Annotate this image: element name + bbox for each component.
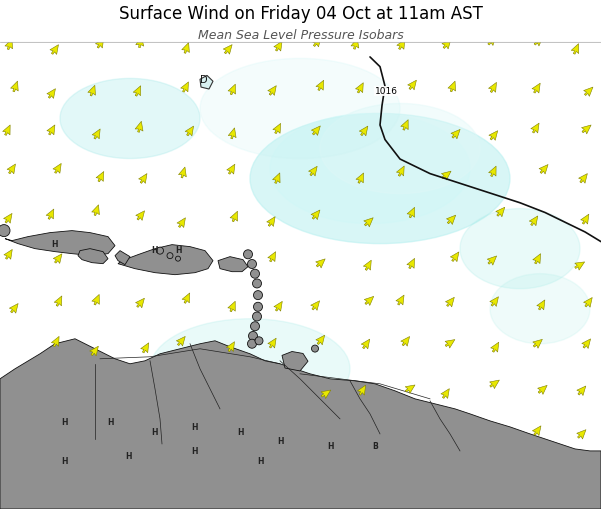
- Text: H: H: [151, 245, 158, 254]
- Circle shape: [252, 279, 261, 289]
- Circle shape: [248, 332, 257, 341]
- Text: Surface Wind on Friday 04 Oct at 11am AST: Surface Wind on Friday 04 Oct at 11am AS…: [118, 5, 483, 23]
- Polygon shape: [218, 257, 248, 272]
- Text: 1016: 1016: [374, 87, 397, 96]
- Text: H: H: [192, 422, 198, 431]
- Ellipse shape: [250, 114, 510, 244]
- Polygon shape: [282, 352, 308, 371]
- Circle shape: [0, 225, 10, 237]
- Text: H: H: [62, 456, 69, 465]
- Text: H: H: [125, 451, 131, 460]
- Ellipse shape: [490, 274, 590, 344]
- Circle shape: [248, 260, 257, 269]
- Circle shape: [252, 313, 261, 321]
- Ellipse shape: [150, 319, 350, 419]
- Text: B: B: [372, 441, 378, 450]
- Circle shape: [251, 322, 260, 331]
- Text: H: H: [276, 437, 283, 445]
- Text: H: H: [62, 417, 69, 426]
- Polygon shape: [78, 249, 108, 264]
- Circle shape: [243, 250, 252, 259]
- Text: H: H: [151, 427, 158, 436]
- Ellipse shape: [200, 59, 400, 159]
- Ellipse shape: [320, 104, 480, 194]
- Text: H: H: [52, 240, 58, 248]
- Polygon shape: [5, 231, 115, 256]
- Polygon shape: [115, 251, 130, 265]
- Circle shape: [254, 303, 263, 312]
- Circle shape: [175, 257, 180, 262]
- Text: Mean Sea Level Pressure Isobars: Mean Sea Level Pressure Isobars: [198, 29, 403, 42]
- Text: H: H: [327, 441, 333, 450]
- Circle shape: [248, 340, 257, 349]
- Circle shape: [311, 346, 319, 352]
- Polygon shape: [118, 245, 213, 275]
- Text: H: H: [192, 446, 198, 455]
- Text: H: H: [175, 245, 182, 254]
- Text: D: D: [200, 75, 208, 85]
- Text: H: H: [257, 456, 263, 465]
- Polygon shape: [0, 339, 601, 509]
- Polygon shape: [200, 76, 213, 90]
- Circle shape: [167, 253, 173, 259]
- Circle shape: [255, 337, 263, 345]
- Circle shape: [156, 248, 163, 254]
- Text: H: H: [237, 427, 243, 436]
- Ellipse shape: [270, 114, 470, 224]
- Text: H: H: [107, 417, 113, 426]
- Ellipse shape: [460, 209, 580, 289]
- Ellipse shape: [60, 79, 200, 159]
- Circle shape: [251, 270, 260, 279]
- Circle shape: [254, 291, 263, 300]
